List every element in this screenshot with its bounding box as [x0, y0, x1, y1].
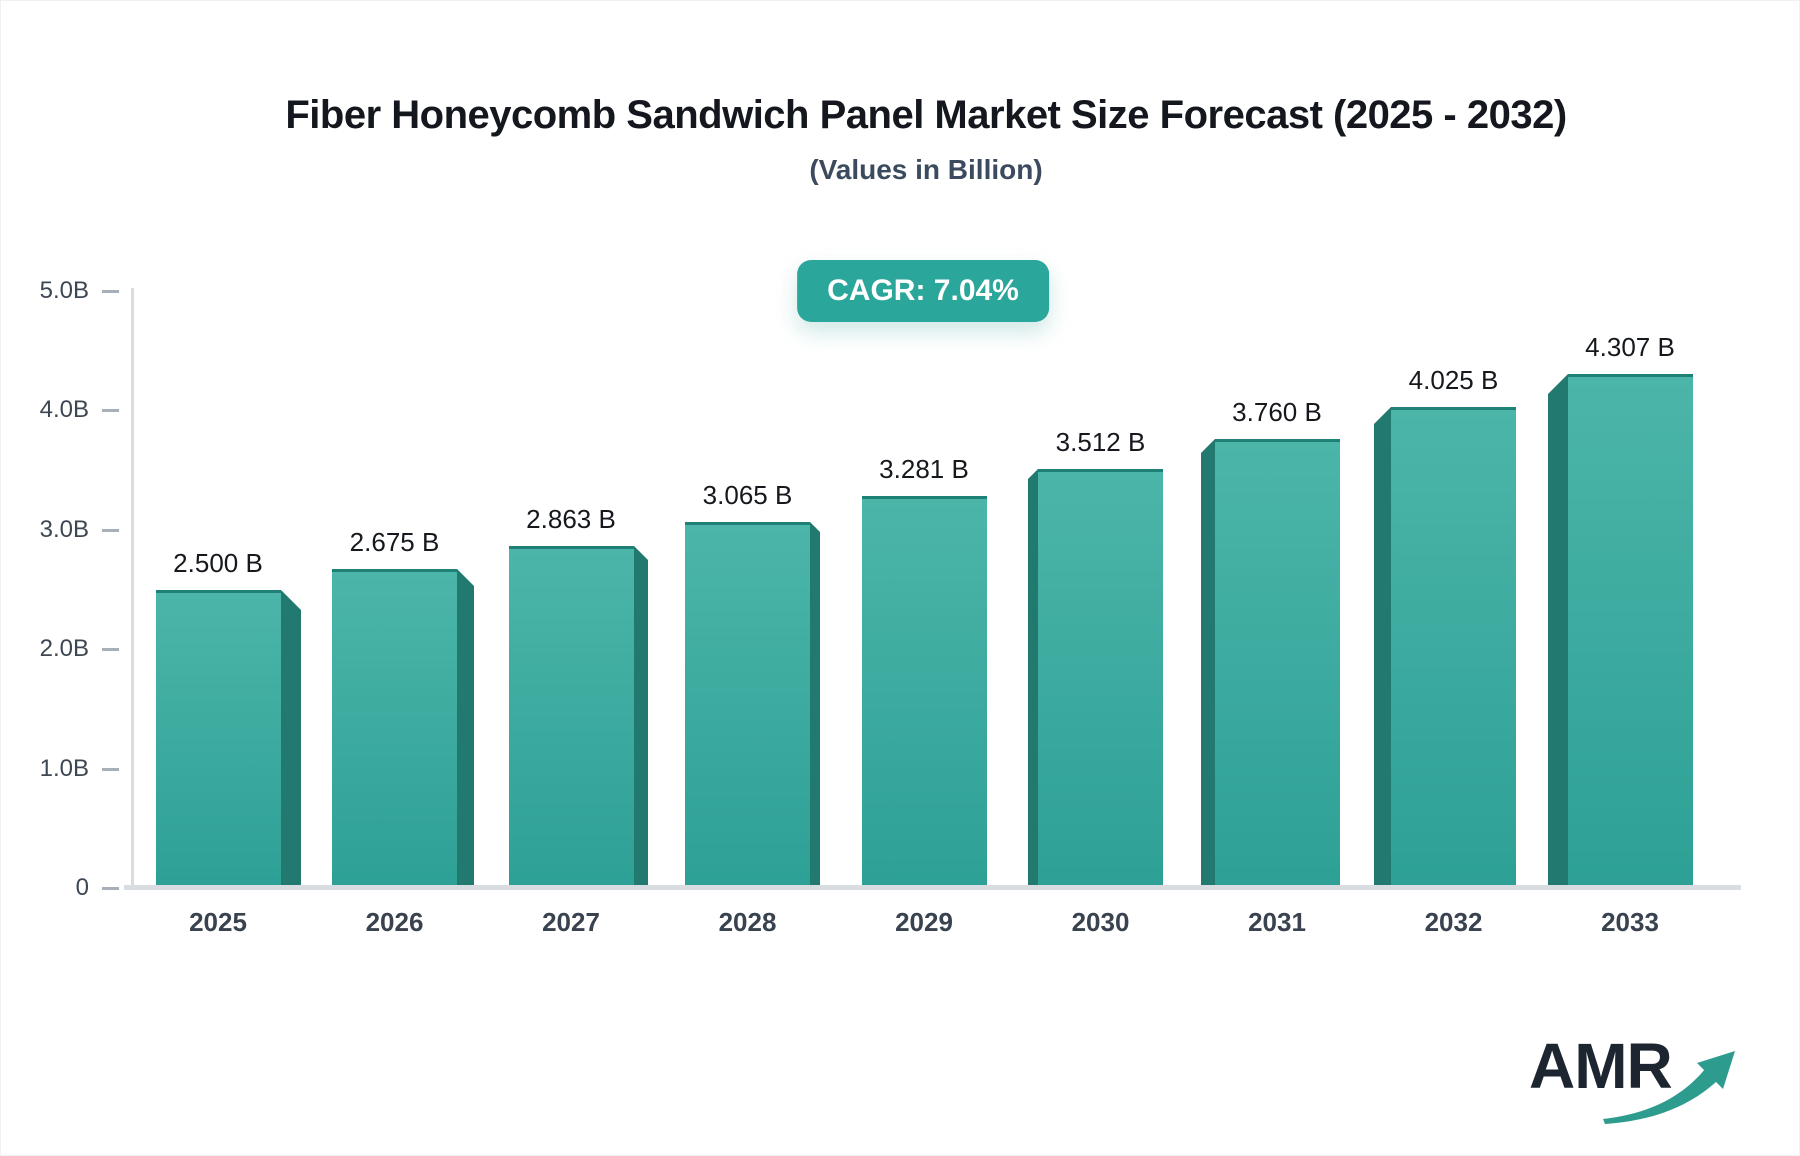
- bar-side-face: [810, 522, 820, 890]
- bar-value-label-2028: 3.065 B: [702, 480, 793, 511]
- x-tick-label-2028: 2028: [718, 907, 777, 937]
- x-tick-label-2029: 2029: [895, 907, 953, 937]
- x-tick-label-2030: 2030: [1071, 907, 1130, 937]
- bar-2026: [332, 568, 474, 890]
- bar-side-face: [1028, 468, 1038, 890]
- y-tick-label-4.0B: 4.0B: [39, 396, 89, 424]
- bar-front-face: [155, 589, 281, 890]
- bar-value-label-2032: 4.025 B: [1408, 365, 1499, 396]
- bar-side-face: [457, 568, 474, 890]
- amr-logo-text: AMR: [1529, 1030, 1673, 1102]
- y-tick-dash: [102, 528, 119, 532]
- bar-side-face: [280, 589, 301, 890]
- bar-value-label-2033: 4.307 B: [1585, 331, 1675, 362]
- y-tick-label-3.0B: 3.0B: [39, 515, 89, 543]
- bar-front-face: [1391, 407, 1516, 890]
- bar-front-face: [1567, 373, 1693, 890]
- bar-2033: [1547, 373, 1693, 890]
- bar-2025: [155, 589, 301, 890]
- chart-subtitle: (Values in Billion): [809, 154, 1043, 185]
- x-axis-line: [124, 885, 1741, 890]
- y-tick-dash: [102, 290, 119, 293]
- bar-value-label-2026: 2.675 B: [349, 526, 440, 557]
- bar-front-face: [861, 496, 987, 890]
- chart-title: Fiber Honeycomb Sandwich Panel Market Si…: [285, 93, 1567, 137]
- y-axis-line: [131, 288, 134, 888]
- y-tick-dash: [102, 648, 119, 652]
- x-tick-label-2026: 2026: [365, 907, 424, 937]
- y-tick-label-0: 0: [75, 874, 89, 901]
- bar-side-face: [1200, 439, 1215, 890]
- x-tick-label-2032: 2032: [1424, 907, 1483, 937]
- bar-2028: [685, 522, 820, 890]
- bar-front-face: [685, 522, 810, 890]
- bar-2027: [508, 546, 648, 890]
- x-tick-label-2031: 2031: [1248, 907, 1306, 937]
- bar-value-label-2029: 3.281 B: [879, 454, 969, 485]
- amr-logo: AMR: [1529, 1029, 1739, 1129]
- x-tick-label-2027: 2027: [542, 907, 600, 937]
- bar-2031: [1200, 439, 1340, 890]
- chart-header: Fiber Honeycomb Sandwich Panel Market Si…: [26, 93, 1799, 186]
- bar-front-face: [1038, 468, 1163, 890]
- y-tick-dash: [102, 767, 119, 771]
- cagr-badge: CAGR: 7.04%: [797, 260, 1049, 322]
- bar-value-label-2031: 3.760 B: [1232, 397, 1322, 428]
- bar-2030: [1028, 468, 1163, 890]
- y-tick-label-2.0B: 2.0B: [39, 635, 89, 663]
- bar-front-face: [508, 546, 634, 890]
- bar-side-face: [1374, 407, 1391, 890]
- bar-2032: [1374, 407, 1516, 890]
- x-tick-label-2033: 2033: [1601, 907, 1659, 937]
- bar-value-label-2027: 2.863 B: [526, 504, 616, 535]
- bar-2029: [861, 496, 987, 890]
- y-tick-label-1.0B: 1.0B: [39, 754, 89, 782]
- x-tick-label-2025: 2025: [189, 907, 247, 937]
- bar-value-label-2025: 2.500 B: [173, 547, 263, 578]
- y-tick-label-5.0B: 5.0B: [39, 277, 89, 304]
- bar-front-face: [332, 568, 457, 890]
- y-tick-dash: [102, 409, 119, 413]
- bar-side-face: [1547, 373, 1568, 890]
- amr-logo-arrow-icon: [1603, 1051, 1735, 1124]
- bar-side-face: [633, 546, 648, 890]
- bar-front-face: [1214, 439, 1340, 890]
- bar-value-label-2030: 3.512 B: [1055, 426, 1146, 457]
- y-tick-dash: [102, 887, 119, 890]
